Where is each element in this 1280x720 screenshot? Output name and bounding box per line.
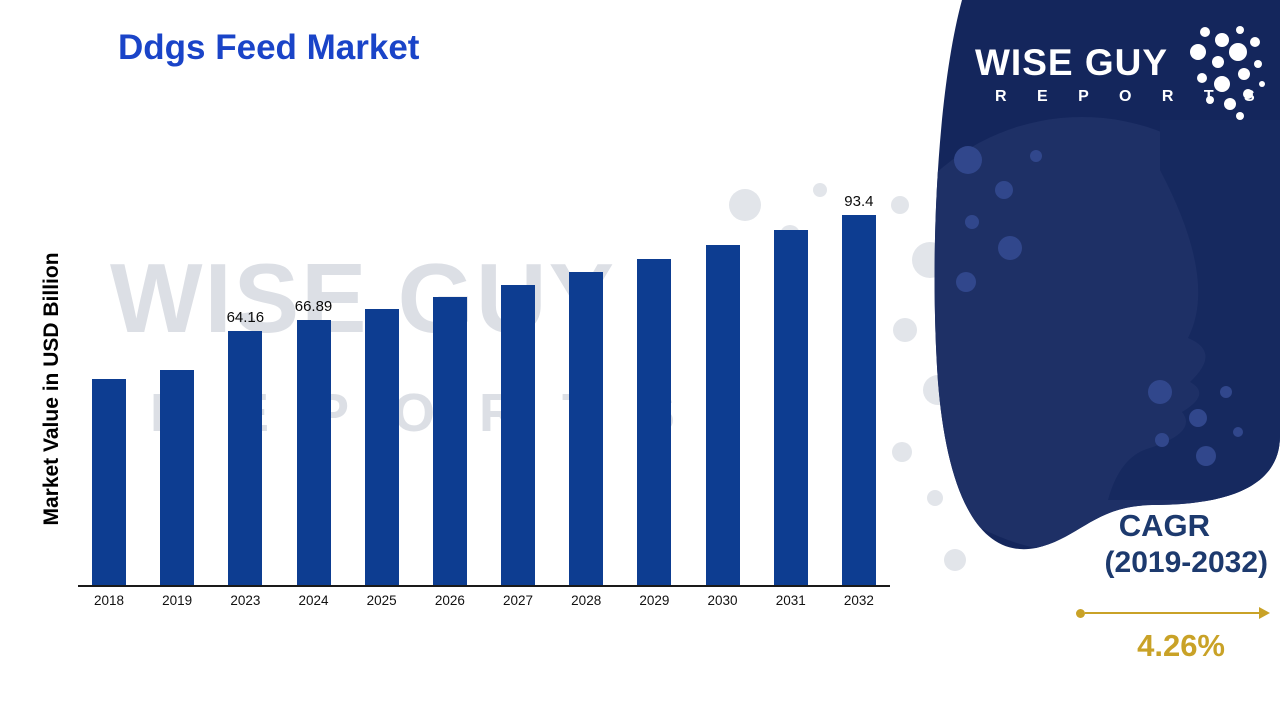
bar-col-2032: 93.4: [828, 193, 890, 585]
bar-col-2029: [623, 259, 685, 585]
brand-subtitle: R E P O R T S: [995, 88, 1268, 105]
bar-2028: [569, 272, 604, 585]
bar-col-2027: [487, 285, 549, 585]
x-tick-2025: 2025: [366, 593, 397, 608]
cagr-range: (2019-2032): [1104, 546, 1268, 579]
bar-value-label-2024: 66.89: [294, 298, 333, 315]
arrow-start-dot: [1076, 608, 1085, 618]
bar-2031: [773, 230, 808, 585]
bar-2023: [228, 331, 263, 585]
year-axis: 2018 2019 2023 2024 2025 2026 2027 2028 2029 2030…: [78, 593, 890, 608]
bar-2027: [501, 285, 536, 585]
bar-2029: [637, 259, 672, 585]
x-tick-2029: 2029: [639, 593, 670, 608]
bar-2024: [296, 320, 331, 585]
page-title: Ddgs Feed Market: [118, 28, 420, 67]
cagr-value: 4.26%: [1137, 628, 1225, 663]
bar-col-2019: [146, 370, 208, 585]
cagr-arrow-line: [1076, 607, 1270, 619]
bar-2018: [92, 379, 126, 585]
bar-2026: [432, 297, 467, 585]
face-profile: [1108, 120, 1280, 500]
bars: 64.16 66.89 93.4: [78, 193, 890, 587]
bar-col-2028: [555, 272, 617, 585]
bar-col-2018: [78, 379, 140, 585]
bar-value-label-2023: 64.16: [226, 309, 265, 326]
bar-2019: [160, 370, 195, 585]
x-tick-2018: 2018: [93, 593, 125, 608]
brand-name: WISE GUY: [975, 42, 1169, 83]
x-tick-2027: 2027: [503, 593, 534, 608]
bar-col-2023: 64.16: [214, 309, 276, 585]
x-tick-2028: 2028: [571, 593, 602, 608]
arrow-shaft: [1085, 612, 1259, 614]
x-tick-2032: 2032: [843, 593, 874, 608]
bar-col-2025: [351, 309, 413, 585]
x-tick-2019: 2019: [162, 593, 193, 608]
x-tick-2031: 2031: [775, 593, 806, 608]
bar-col-2026: [419, 297, 481, 585]
x-tick-2030: 2030: [707, 593, 738, 608]
blue-halftone-dots: [954, 146, 1243, 466]
bar-value-label-2032: 93.4: [844, 193, 874, 210]
bar-2030: [705, 245, 740, 585]
bar-col-2031: [760, 230, 822, 585]
bar-2032: [841, 215, 876, 585]
x-tick-2026: 2026: [434, 593, 465, 608]
y-axis-label: Market Value in USD Billion: [40, 252, 63, 526]
bar-2025: [364, 309, 399, 585]
bar-col-2030: [692, 245, 754, 585]
cagr-label: CAGR: [1118, 508, 1210, 543]
face-watermark-circle: [934, 117, 1280, 550]
arrow-head-icon: [1259, 607, 1270, 619]
x-tick-2024: 2024: [298, 593, 329, 608]
bar-col-2024: 66.89: [283, 298, 345, 585]
x-tick-2023: 2023: [230, 593, 261, 608]
